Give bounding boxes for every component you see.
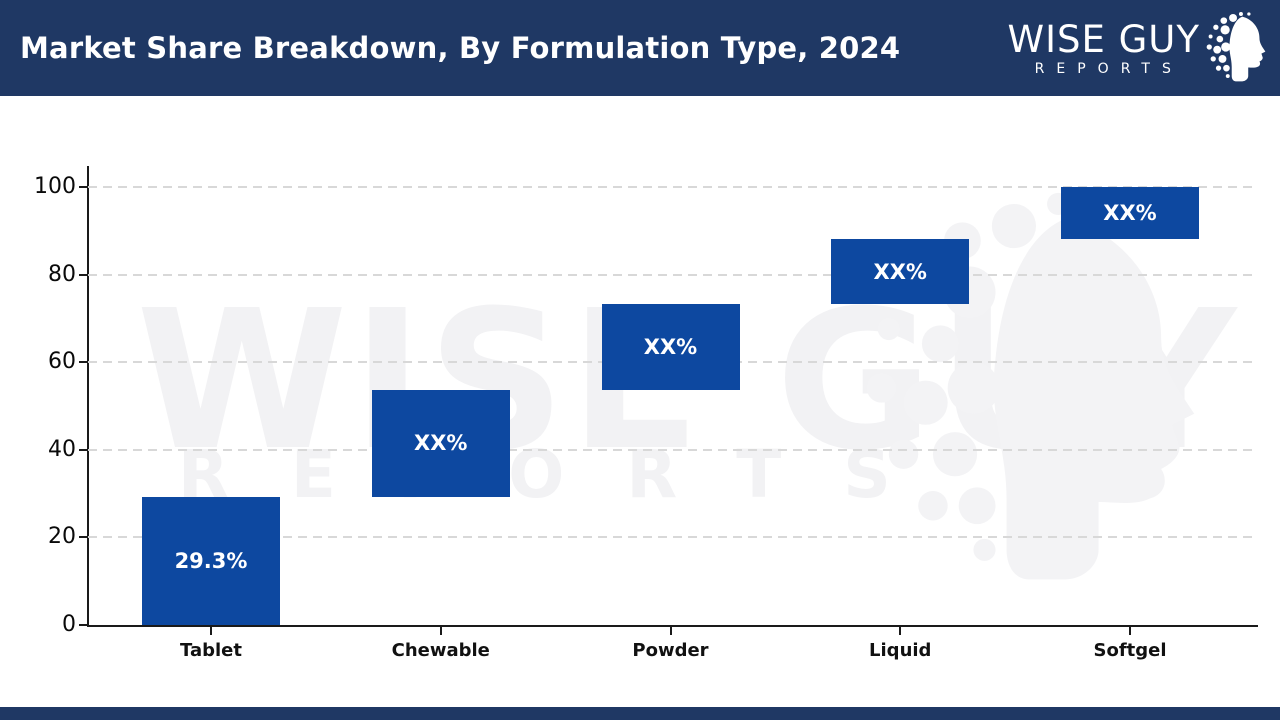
x-axis-spine [87, 625, 1258, 627]
x-tick-softgel [1129, 627, 1131, 635]
gridline-80 [88, 273, 1258, 276]
gridline-100 [88, 186, 1258, 188]
header-bar: Market Share Breakdown, By Formulation T… [0, 0, 1280, 96]
y-tick-60 [79, 361, 87, 364]
x-tick-chewable [439, 627, 442, 635]
y-tick-label-0: 0 [62, 612, 76, 637]
y-tick-label-60: 60 [48, 349, 76, 375]
x-tick-label-powder: Powder [632, 640, 709, 661]
y-tick-label-100: 100 [34, 174, 76, 199]
footer-bar [0, 707, 1280, 720]
bar-powder: XX% [601, 303, 740, 390]
page-title: Market Share Breakdown, By Formulation T… [20, 31, 901, 65]
bar-liquid: XX% [831, 239, 970, 304]
x-tick-label-softgel: Softgel [1093, 640, 1167, 661]
bar-value-label-chewable: XX% [414, 431, 468, 456]
y-tick-100 [79, 186, 87, 188]
y-tick-0 [79, 624, 87, 626]
y-tick-20 [79, 536, 87, 539]
y-axis-spine [87, 166, 89, 627]
y-tick-40 [79, 448, 87, 451]
y-tick-label-80: 80 [48, 261, 76, 287]
x-tick-tablet [210, 627, 212, 635]
bar-value-label-tablet: 29.3% [174, 548, 248, 573]
bar-value-label-liquid: XX% [873, 259, 927, 284]
x-tick-liquid [899, 627, 902, 635]
x-tick-label-tablet: Tablet [180, 640, 242, 661]
x-tick-label-liquid: Liquid [869, 640, 932, 661]
logo-head-icon [1206, 12, 1266, 82]
gridline-20 [88, 536, 1258, 539]
bar-value-label-powder: XX% [643, 334, 698, 359]
watermark-reports: REPORTS [178, 436, 953, 513]
bar-chewable: XX% [371, 389, 510, 497]
y-tick-label-40: 40 [48, 436, 76, 462]
bar-tablet: 29.3% [142, 496, 280, 625]
wise-guy-logo: WISE GUY REPORTS [1008, 6, 1270, 92]
bar-value-label-softgel: XX% [1103, 201, 1157, 226]
bar-softgel: XX% [1061, 187, 1199, 240]
logo-text: WISE GUY REPORTS [1007, 18, 1200, 77]
x-tick-label-chewable: Chewable [391, 640, 490, 661]
gridline-40 [88, 448, 1258, 451]
x-tick-powder [669, 627, 672, 635]
y-tick-label-20: 20 [48, 524, 76, 550]
logo-subname: REPORTS [1034, 60, 1183, 77]
y-tick-80 [79, 273, 87, 276]
logo-name: WISE GUY [1007, 18, 1200, 62]
